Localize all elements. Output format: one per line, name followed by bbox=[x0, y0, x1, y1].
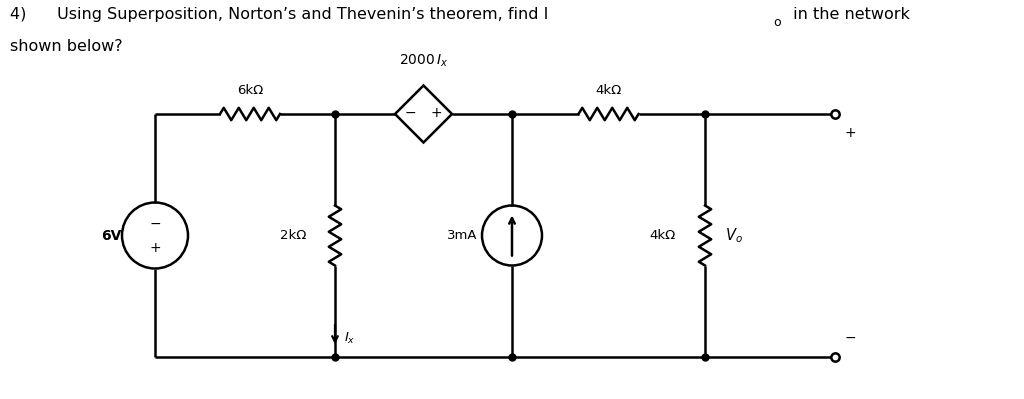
Text: o: o bbox=[773, 16, 780, 29]
Text: +: + bbox=[845, 126, 857, 140]
Text: 2kΩ: 2kΩ bbox=[280, 229, 306, 242]
Text: 6kΩ: 6kΩ bbox=[237, 84, 263, 97]
Text: 6V: 6V bbox=[100, 229, 121, 243]
Text: 3mA: 3mA bbox=[446, 229, 477, 242]
Text: −: − bbox=[404, 106, 417, 120]
Text: $V_o$: $V_o$ bbox=[725, 226, 742, 245]
Text: $I_x$: $I_x$ bbox=[344, 330, 355, 346]
Text: 4kΩ: 4kΩ bbox=[650, 229, 676, 242]
Text: $2000\,I_x$: $2000\,I_x$ bbox=[398, 53, 449, 69]
Text: +: + bbox=[150, 241, 161, 255]
Text: −: − bbox=[150, 217, 161, 231]
Text: +: + bbox=[431, 106, 442, 120]
Text: shown below?: shown below? bbox=[10, 39, 123, 54]
Text: 4)      Using Superposition, Norton’s and Thevenin’s theorem, find I: 4) Using Superposition, Norton’s and The… bbox=[10, 7, 549, 22]
Text: −: − bbox=[845, 331, 857, 345]
Text: 4kΩ: 4kΩ bbox=[595, 84, 622, 97]
Text: in the network: in the network bbox=[788, 7, 910, 22]
